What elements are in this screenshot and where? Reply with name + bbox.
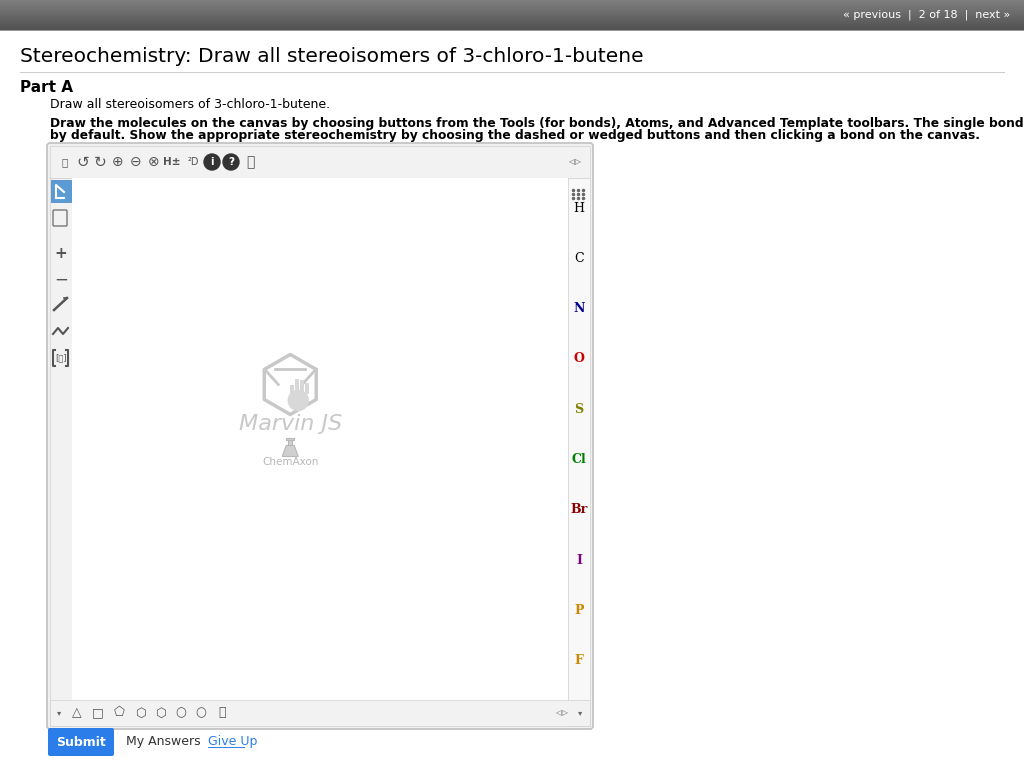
Bar	[0, 22, 1024, 23]
Bar	[72, 178, 568, 700]
Bar	[0, 4, 1024, 5]
Text: Give Up: Give Up	[208, 736, 257, 749]
Bar	[0, 26, 1024, 27]
Text: ⬠: ⬠	[114, 707, 125, 720]
Bar	[0, 8, 1024, 9]
Text: Draw all stereoisomers of 3-chloro-1-butene.: Draw all stereoisomers of 3-chloro-1-but…	[50, 98, 330, 111]
Text: ⊖: ⊖	[130, 155, 141, 169]
Text: N: N	[573, 302, 585, 315]
FancyBboxPatch shape	[47, 143, 593, 729]
Text: « previous  |  2 of 18  |  next »: « previous | 2 of 18 | next »	[843, 10, 1010, 20]
Circle shape	[223, 154, 239, 170]
Bar	[50, 146, 590, 178]
Text: ○: ○	[196, 707, 207, 720]
Polygon shape	[283, 445, 298, 456]
Text: □: □	[92, 707, 103, 720]
Text: ⬡: ⬡	[156, 707, 167, 720]
Circle shape	[288, 390, 308, 410]
Text: Stereochemistry: Draw all stereoisomers of 3-chloro-1-butene: Stereochemistry: Draw all stereoisomers …	[20, 47, 644, 65]
Text: ↻: ↻	[93, 154, 106, 170]
Text: ↺: ↺	[77, 154, 89, 170]
Bar	[568, 178, 590, 726]
Text: Br: Br	[570, 503, 588, 516]
Bar	[0, 10, 1024, 11]
Bar	[300, 380, 304, 393]
Text: −: −	[54, 271, 68, 289]
Text: ▾: ▾	[57, 709, 61, 717]
Bar	[0, 19, 1024, 20]
Bar	[0, 18, 1024, 19]
Bar	[0, 14, 1024, 15]
Text: ⬜: ⬜	[61, 157, 69, 167]
Bar	[0, 29, 1024, 31]
Bar	[0, 29, 1024, 30]
Bar	[0, 24, 1024, 25]
Bar	[0, 23, 1024, 24]
Text: ▾: ▾	[578, 709, 582, 717]
Bar	[0, 21, 1024, 22]
Bar	[20, 72, 1005, 73]
Bar	[51, 180, 71, 202]
Text: I: I	[577, 554, 582, 567]
Bar	[287, 439, 294, 441]
Text: ◁▷: ◁▷	[555, 709, 568, 717]
Bar	[0, 2, 1024, 3]
Bar	[0, 28, 1024, 29]
Text: ChemAxon: ChemAxon	[262, 458, 318, 468]
Text: ²D: ²D	[187, 157, 199, 167]
Bar	[0, 11, 1024, 12]
Text: P: P	[574, 604, 584, 617]
Text: Cl: Cl	[571, 453, 587, 466]
Text: i: i	[210, 157, 214, 167]
Text: ⊗: ⊗	[148, 155, 160, 169]
Bar	[0, 16, 1024, 17]
Bar	[0, 9, 1024, 10]
Text: +: +	[54, 247, 68, 261]
Bar	[305, 383, 309, 395]
Bar	[50, 178, 72, 726]
Bar	[0, 13, 1024, 14]
Bar	[0, 15, 1024, 16]
Bar	[0, 12, 1024, 13]
Text: △: △	[72, 707, 82, 720]
Text: ⍟: ⍟	[218, 707, 225, 720]
Text: C: C	[574, 252, 584, 265]
Text: [🔬]: [🔬]	[55, 353, 67, 362]
Text: Marvin JS: Marvin JS	[239, 415, 342, 435]
Text: ○: ○	[175, 707, 186, 720]
Text: ?: ?	[228, 157, 234, 167]
Text: O: O	[573, 353, 585, 366]
Bar	[288, 441, 292, 445]
Bar	[0, 20, 1024, 21]
Bar	[0, 27, 1024, 28]
Bar	[0, 1, 1024, 2]
Text: S: S	[574, 402, 584, 415]
Bar	[290, 386, 294, 398]
Circle shape	[204, 154, 220, 170]
Bar	[50, 700, 590, 726]
Bar	[0, 25, 1024, 26]
Bar	[0, 3, 1024, 4]
Text: ⤢: ⤢	[246, 155, 254, 169]
Bar	[0, 5, 1024, 6]
Text: Part A: Part A	[20, 81, 73, 95]
Text: by default. Show the appropriate stereochemistry by choosing the dashed or wedge: by default. Show the appropriate stereoc…	[50, 130, 980, 143]
Text: ⊕: ⊕	[113, 155, 124, 169]
Text: H: H	[573, 201, 585, 214]
Bar	[295, 379, 299, 393]
Text: ⬡: ⬡	[134, 707, 145, 720]
Text: H±: H±	[163, 157, 181, 167]
FancyBboxPatch shape	[48, 728, 114, 756]
Text: Submit: Submit	[56, 736, 105, 749]
Text: F: F	[574, 654, 584, 667]
Bar	[0, 0, 1024, 1]
Text: My Answers: My Answers	[126, 736, 201, 749]
Text: ◁▷: ◁▷	[568, 157, 582, 167]
Bar	[0, 7, 1024, 8]
Text: Draw the molecules on the canvas by choosing buttons from the Tools (for bonds),: Draw the molecules on the canvas by choo…	[50, 117, 1024, 130]
Bar	[0, 17, 1024, 18]
Bar	[0, 6, 1024, 7]
